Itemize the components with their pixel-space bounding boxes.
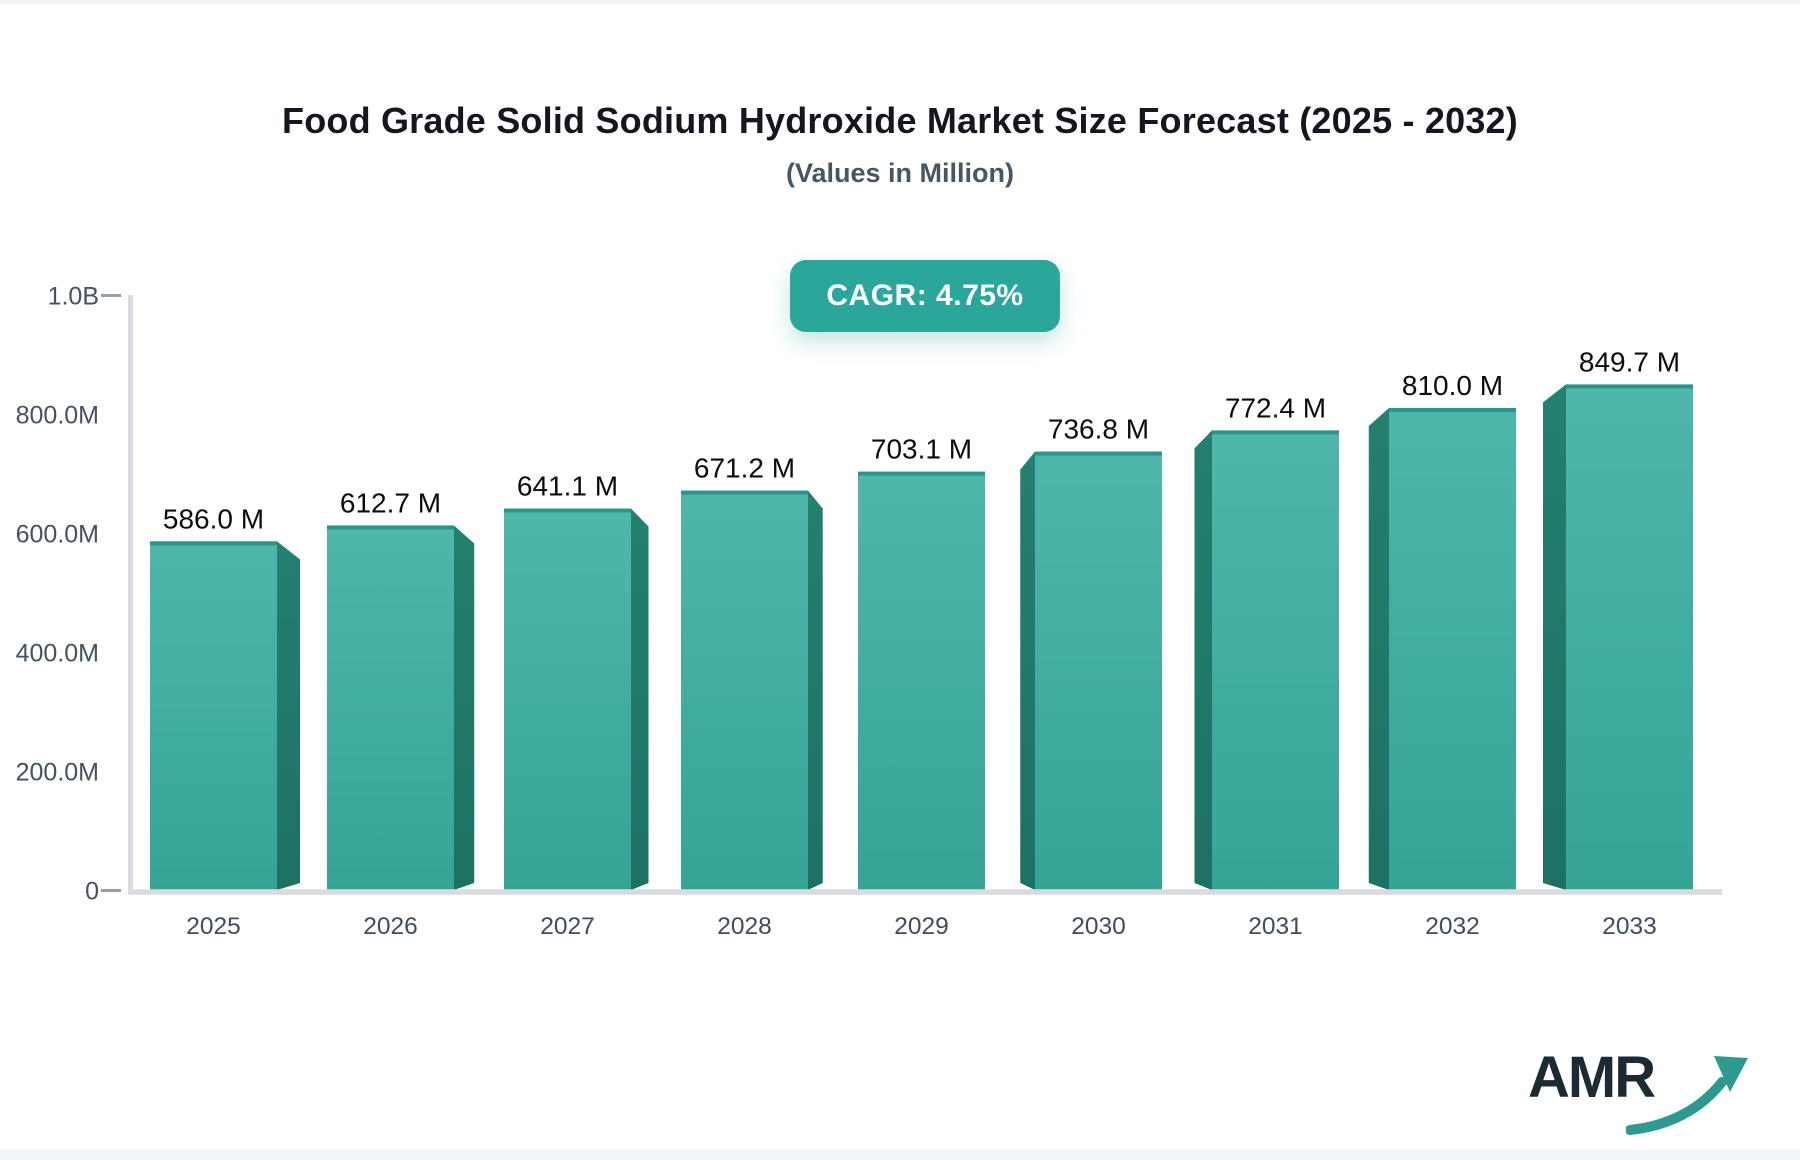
bar-2030[interactable] [1020,451,1162,890]
bar-top-edge [1035,451,1162,456]
bar-side-face [808,490,823,890]
x-axis-category-label: 2026 [363,913,418,940]
bar-front-face [681,490,808,890]
bar-top-edge [858,471,985,476]
bar-top-edge [1212,430,1339,435]
x-axis-category-label: 2027 [540,913,595,940]
bar-side-face [1368,408,1389,890]
bar-front-face [1389,408,1516,890]
x-axis-category-label: 2028 [717,913,772,940]
bar-top-edge [681,490,808,495]
bar-front-face [504,508,631,890]
amr-logo-text: AMR [1528,1045,1656,1110]
bar-top-edge [1389,408,1516,413]
bar-side-face [1020,451,1035,890]
bar-top-edge [1566,384,1693,389]
x-axis-category-label: 2031 [1248,913,1303,940]
bar-value-label: 810.0 M [1402,370,1503,401]
x-axis-category-label: 2030 [1071,913,1126,940]
y-axis-tick-label: 1.0B [48,283,99,311]
x-axis-category-label: 2025 [186,913,241,940]
bar-front-face [327,525,454,890]
y-axis-tick-label: 400.0M [16,640,99,668]
x-axis-category-label: 2032 [1425,913,1480,940]
bar-front-face [1566,384,1693,890]
bar-value-label: 612.7 M [340,487,441,518]
bar-side-face [1194,430,1212,890]
bar-front-face [1035,451,1162,890]
x-axis-category-label: 2033 [1602,913,1657,940]
bar-value-label: 641.1 M [517,471,618,502]
bar-value-label: 736.8 M [1048,414,1149,445]
bar-2033[interactable] [1543,384,1693,890]
bar-2026[interactable] [327,525,475,890]
bar-value-label: 671.2 M [694,453,795,484]
bar-side-face [454,525,475,890]
y-axis-tick-label: 200.0M [16,759,99,787]
cagr-badge: CAGR: 4.75% [790,260,1060,332]
amr-logo: AMR [1528,1036,1748,1141]
bar-front-face [150,541,277,890]
bar-2025[interactable] [150,541,300,890]
bar-chart: 1.0B 800.0M 600.0M 400.0M 200.0M 0 586.0 M 2025… [16,283,1722,940]
trend-up-arrow-icon [1626,1056,1748,1135]
bar-value-label: 772.4 M [1225,392,1326,423]
x-axis-category-label: 2029 [894,913,949,940]
bar-2032[interactable] [1368,408,1516,890]
bar-side-face [1543,384,1566,890]
bar-side-face [277,541,300,890]
bar-front-face [858,471,985,890]
bar-top-edge [504,508,631,513]
chart-title: Food Grade Solid Sodium Hydroxide Market… [282,100,1518,141]
bar-2027[interactable] [504,508,649,890]
bar-value-label: 849.7 M [1579,346,1680,377]
bar-2029[interactable] [858,471,985,890]
y-axis-tick-label: 800.0M [16,402,99,430]
chart-card: Food Grade Solid Sodium Hydroxide Market… [0,4,1800,1150]
y-axis-tick-label: 0 [85,878,99,906]
bar-front-face [1212,430,1339,890]
bar-2028[interactable] [681,490,823,890]
bar-side-face [631,508,649,890]
bar-top-edge [150,541,277,546]
bar-2031[interactable] [1194,430,1340,890]
chart-header: Food Grade Solid Sodium Hydroxide Market… [0,100,1800,189]
y-axis-tick-label: 600.0M [16,521,99,549]
chart-subtitle: (Values in Million) [785,158,1015,188]
bar-value-label: 586.0 M [163,503,264,534]
bar-value-label: 703.1 M [871,434,972,465]
bar-top-edge [327,525,454,530]
